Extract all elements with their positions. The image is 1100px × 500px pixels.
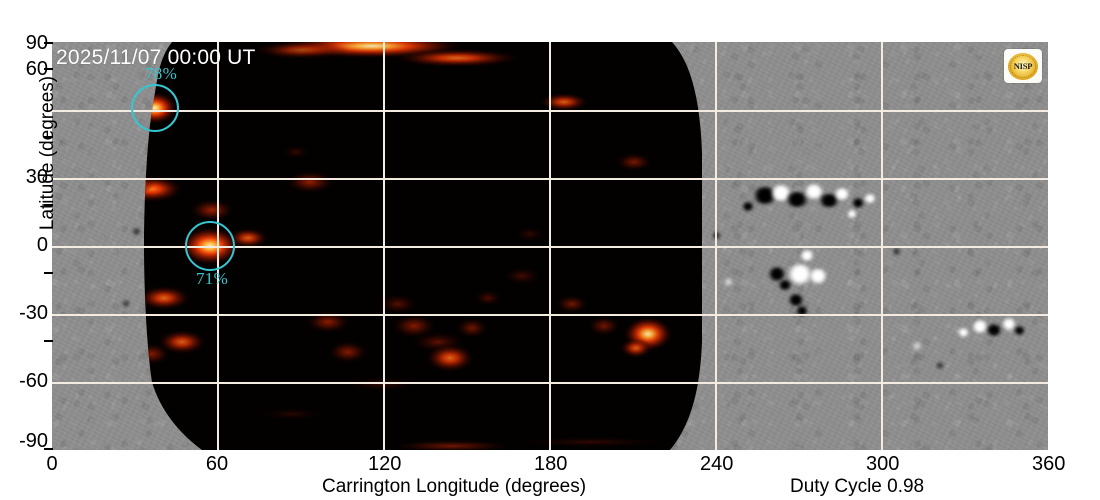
magnetic-patch [152, 272, 161, 280]
magnetic-patch [742, 202, 754, 211]
magnetic-patch [624, 356, 642, 369]
magnetic-patch [834, 188, 850, 200]
gridline-latitude-30 [52, 178, 1048, 180]
x-axis-label: Carrington Longitude (degrees) [322, 476, 587, 497]
y-tick-mark [44, 272, 53, 274]
y-tick-label: -60 [19, 370, 48, 392]
magnetic-patch [809, 268, 827, 284]
magnetic-patch [1002, 318, 1016, 330]
magnetic-patch [804, 184, 824, 199]
y-axis-label: Latitude (degrees) [37, 75, 58, 231]
magnetic-patch [665, 258, 679, 269]
active-region-marker-2[interactable]: 71% [185, 221, 235, 288]
duty-cycle-label: Duty Cycle 0.98 [790, 476, 925, 497]
magnetic-patch [972, 320, 988, 333]
magnetic-patch [1014, 326, 1025, 335]
magnetic-patch [132, 228, 141, 235]
magnetic-patch [778, 280, 792, 290]
x-tick-label: 300 [866, 453, 900, 475]
y-tick-label: 0 [36, 234, 48, 256]
magnetic-patch [864, 194, 876, 203]
gridline-latitude-0 [52, 246, 1048, 248]
y-tick-mark [44, 68, 53, 70]
magnetic-patch [788, 294, 804, 306]
magnetic-patch [800, 250, 814, 261]
magnetic-patch [852, 198, 864, 208]
magnetic-patch [785, 192, 809, 207]
y-tick-mark [44, 340, 53, 342]
x-tick-label: 180 [534, 453, 568, 475]
magnetic-patch [796, 306, 808, 316]
magnetic-patch [661, 320, 675, 331]
y-tick-label: 90 [25, 32, 48, 54]
magnetic-patch [122, 300, 130, 307]
gridline-latitude--30 [52, 314, 1048, 316]
magnetic-patch [986, 324, 1002, 336]
gridline-latitude-60 [52, 110, 1048, 112]
magnetic-patch [656, 344, 669, 355]
magnetic-patch [936, 362, 944, 369]
x-tick-label: 360 [1032, 453, 1066, 475]
magnetic-patch [768, 267, 786, 281]
magnetic-patch [912, 342, 922, 350]
y-tick-mark [44, 136, 53, 138]
y-tick-mark [44, 448, 53, 450]
nisp-logo-text: NISP [1013, 61, 1033, 71]
y-tick-label: 30 [25, 166, 48, 188]
observation-timestamp: 2025/11/07 00:00 UT [56, 46, 256, 69]
magnetic-patch [678, 259, 691, 270]
marker-label: 78% [145, 64, 178, 83]
magnetic-patch [892, 248, 901, 255]
synoptic-map-plot[interactable]: 78% 71% NISP [52, 42, 1048, 450]
magnetic-patch [669, 358, 680, 367]
y-tick-mark [44, 42, 53, 44]
magnetic-patch [724, 278, 733, 286]
magnetic-patch [787, 264, 813, 284]
y-tick-mark [44, 204, 53, 206]
x-tick-label: 120 [368, 453, 402, 475]
magnetic-patch [712, 232, 721, 239]
gridline-latitude--60 [52, 382, 1048, 384]
nisp-logo[interactable]: NISP [1004, 49, 1042, 83]
sun-disk-icon: NISP [1008, 52, 1038, 80]
marker-circle [185, 221, 235, 271]
marker-circle [131, 84, 179, 132]
x-tick-label: 60 [205, 453, 229, 475]
magnetic-patch [634, 338, 652, 353]
x-tick-label: 0 [46, 453, 58, 475]
magnetic-patch [684, 362, 694, 370]
magnetic-patch [958, 328, 969, 337]
marker-label: 71% [196, 269, 229, 288]
active-region-marker-1[interactable]: 78% [131, 64, 179, 132]
x-tick-label: 240 [700, 453, 734, 475]
y-tick-label: -90 [19, 430, 48, 452]
y-tick-label: -30 [19, 302, 48, 324]
magnetic-patch [847, 210, 857, 218]
y-tick-label: 60 [25, 58, 48, 80]
